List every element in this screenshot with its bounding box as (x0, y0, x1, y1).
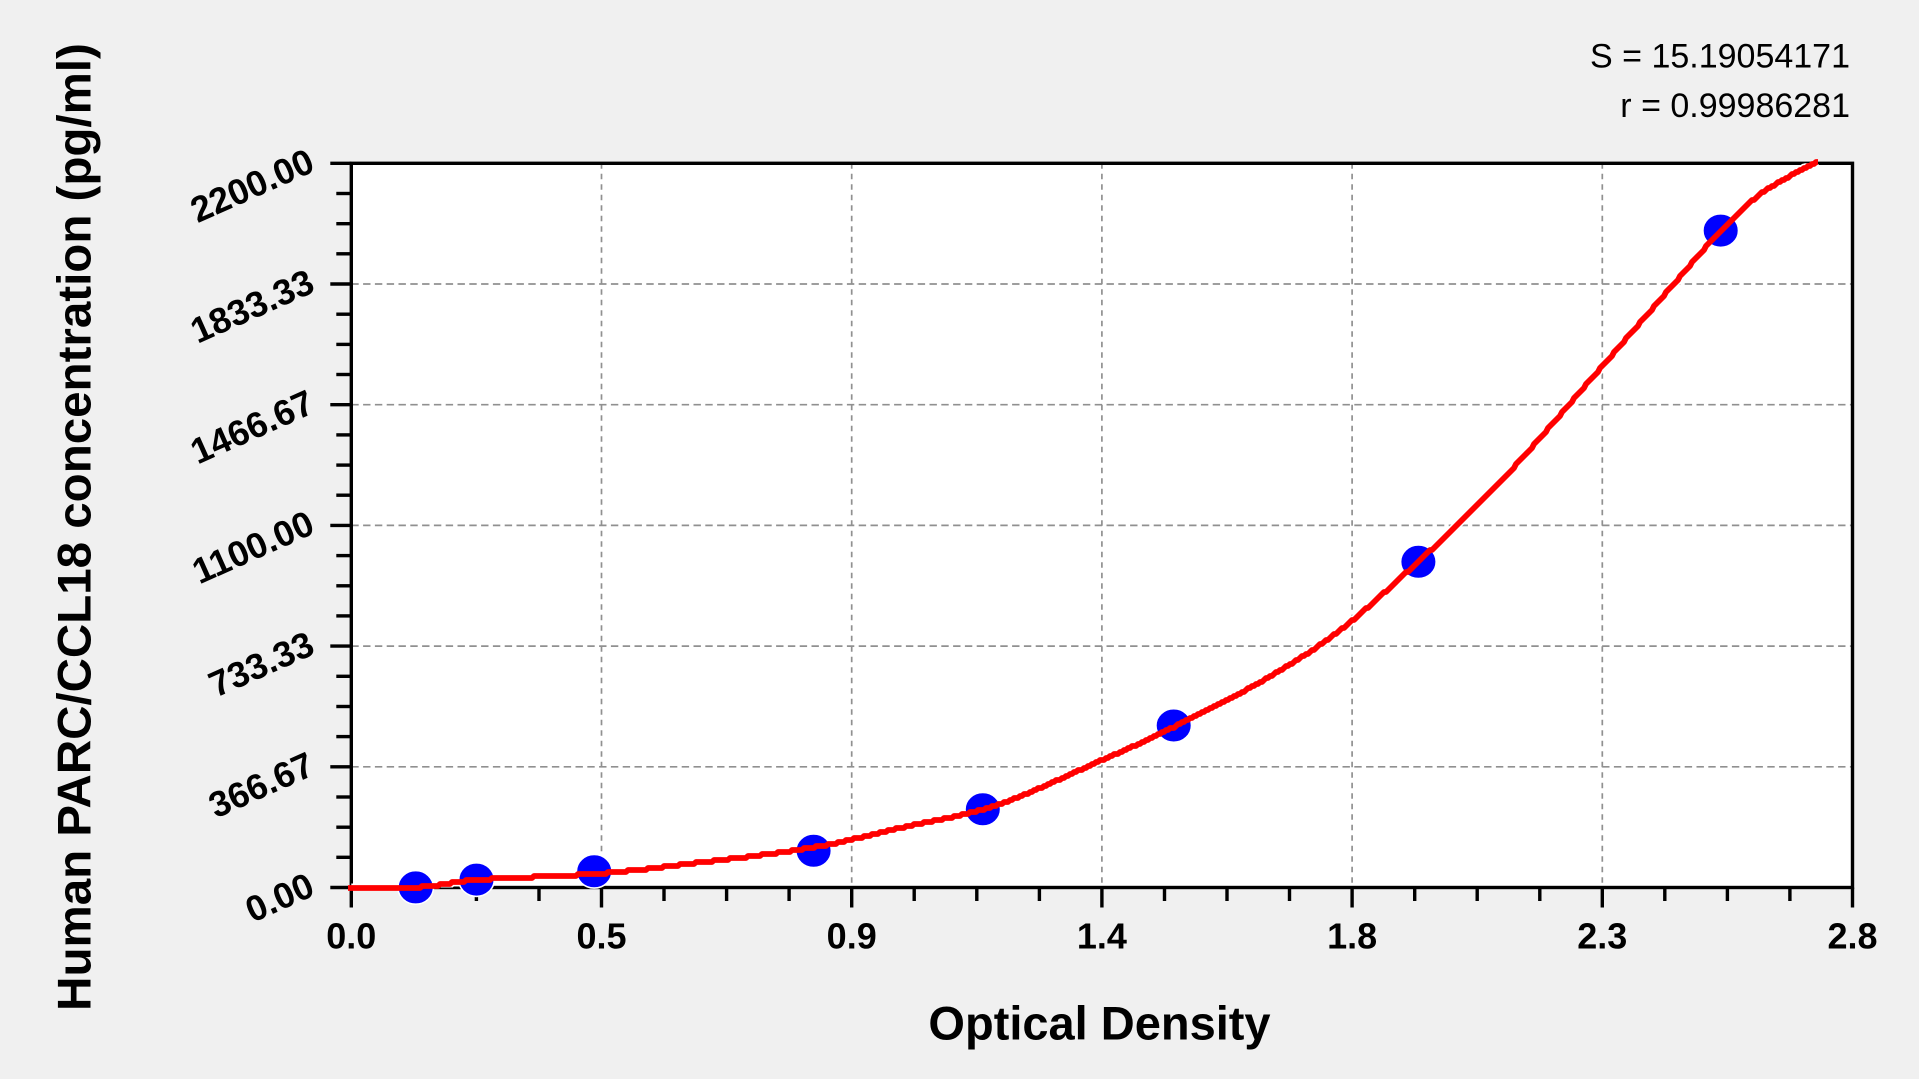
svg-text:0.0: 0.0 (326, 916, 376, 957)
svg-text:1.8: 1.8 (1327, 916, 1377, 957)
svg-text:Optical Density: Optical Density (928, 997, 1270, 1050)
svg-text:0.9: 0.9 (827, 916, 877, 957)
svg-text:0.5: 0.5 (576, 916, 626, 957)
svg-text:r = 0.99986281: r = 0.99986281 (1620, 87, 1850, 125)
svg-text:1.4: 1.4 (1077, 916, 1127, 957)
svg-text:2.3: 2.3 (1577, 916, 1627, 957)
svg-text:S = 15.19054171: S = 15.19054171 (1590, 38, 1850, 76)
svg-text:Human PARC/CCL18 concentration: Human PARC/CCL18 concentration (pg/ml) (49, 43, 102, 1011)
svg-text:2.8: 2.8 (1827, 916, 1877, 957)
